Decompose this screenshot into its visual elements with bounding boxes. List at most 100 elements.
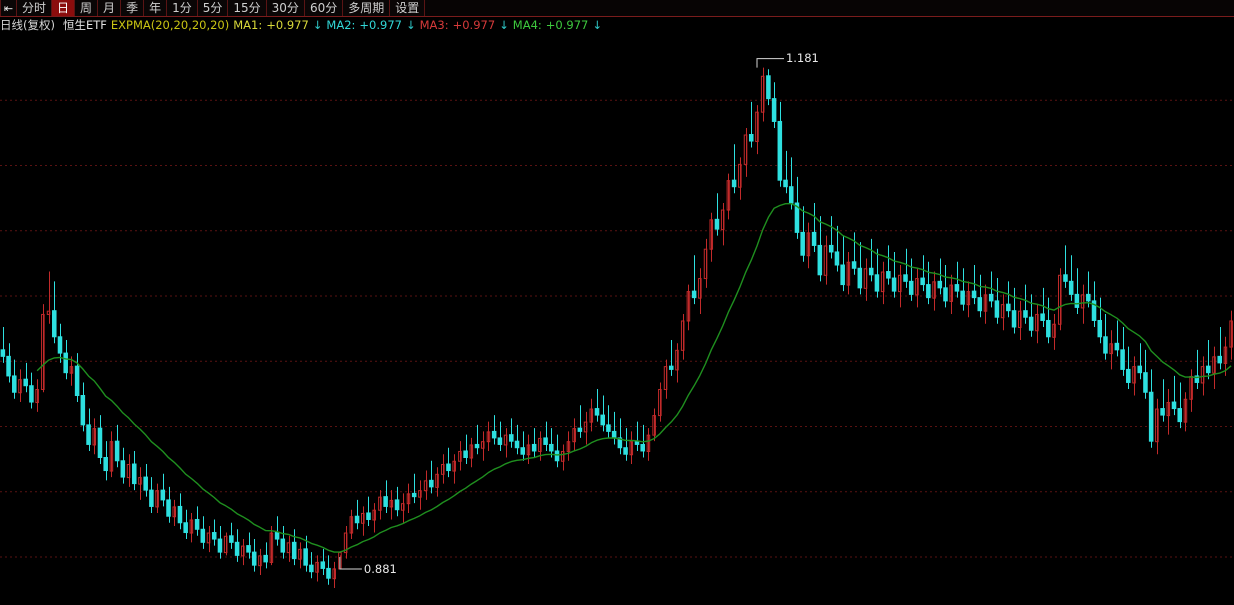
candle-body-up xyxy=(155,490,159,508)
candle-body-down xyxy=(23,378,28,387)
candle-body-up xyxy=(572,428,576,443)
candle-body-down xyxy=(1126,368,1131,383)
candle-body-down xyxy=(640,443,645,452)
candle-body-up xyxy=(1000,304,1005,319)
candle-body-down xyxy=(600,414,605,426)
candle-body-down xyxy=(834,251,840,266)
period-button-9[interactable]: 30分 xyxy=(266,0,305,16)
candle-body-up xyxy=(480,441,485,449)
candle-body-down xyxy=(977,297,983,312)
candle-body-up xyxy=(92,428,97,446)
candle-body-down xyxy=(463,450,468,458)
candle-body-down xyxy=(166,499,171,517)
candlestick-chart[interactable] xyxy=(0,18,1234,605)
candle-body-down xyxy=(891,277,897,292)
period-button-8[interactable]: 15分 xyxy=(228,0,267,16)
candle-body-down xyxy=(766,75,771,100)
candle-body-down xyxy=(354,515,360,524)
candle-body-down xyxy=(303,548,308,566)
period-button-6[interactable]: 1分 xyxy=(167,0,198,16)
candle-body-up xyxy=(418,490,422,498)
candle-body-down xyxy=(251,551,257,566)
candle-body-down xyxy=(857,267,863,289)
candle-body-down xyxy=(217,538,223,553)
candle-body-down xyxy=(491,430,497,439)
candle-body-up xyxy=(46,310,51,315)
candle-body-down xyxy=(194,518,200,530)
period-button-10[interactable]: 60分 xyxy=(304,0,344,16)
candle-body-up xyxy=(1017,310,1022,328)
candle-body-up xyxy=(629,441,634,456)
candle-body-down xyxy=(1206,365,1211,374)
candle-body-down xyxy=(1160,408,1165,416)
instrument-name: 恒生ETF xyxy=(62,17,107,32)
candle-body-down xyxy=(817,244,823,276)
candle-body-down xyxy=(788,186,794,204)
ma4-direction-icon: ↓ xyxy=(592,17,602,32)
candle-body-down xyxy=(926,284,931,299)
candle-body-down xyxy=(6,355,11,377)
candle-body-up xyxy=(703,248,708,280)
candle-body-down xyxy=(57,336,63,354)
candle-body-down xyxy=(1091,300,1097,321)
low-price-annotation: 0.881 xyxy=(363,562,397,576)
candle-body-up xyxy=(898,274,902,293)
candle-body-up xyxy=(41,313,45,390)
candle-body-down xyxy=(80,395,86,426)
candle-body-down xyxy=(886,271,891,279)
candle-body-up xyxy=(206,532,211,544)
candle-body-up xyxy=(372,509,376,521)
candle-body-down xyxy=(63,352,68,374)
candle-body-down xyxy=(1171,401,1177,410)
candle-body-down xyxy=(263,554,268,563)
candle-body-up xyxy=(698,278,702,299)
candle-body-up xyxy=(298,548,302,560)
candle-body-down xyxy=(97,427,103,458)
period-button-1[interactable]: 日 xyxy=(52,0,76,16)
candle-body-down xyxy=(520,447,526,455)
candle-body-down xyxy=(1137,365,1143,374)
chart-canvas[interactable] xyxy=(0,18,1234,605)
candle-body-up xyxy=(949,284,953,302)
candle-body-down xyxy=(320,561,326,569)
candle-body-up xyxy=(566,441,571,452)
candle-body-up xyxy=(18,379,22,394)
candle-body-up xyxy=(315,561,319,573)
candle-body-down xyxy=(326,567,331,579)
candle-body-down xyxy=(1023,310,1028,318)
candle-body-up xyxy=(589,408,594,423)
candle-body-down xyxy=(874,274,880,292)
back-arrow-icon[interactable]: ⇤ xyxy=(0,0,17,16)
candle-body-down xyxy=(211,532,217,540)
candle-body-down xyxy=(960,290,965,305)
candle-body-down xyxy=(1103,336,1108,354)
candle-body-down xyxy=(429,479,434,488)
candle-body-down xyxy=(714,218,720,230)
low-leader-line xyxy=(339,557,362,570)
candle-body-down xyxy=(1040,313,1045,321)
candle-body-up xyxy=(406,493,411,505)
candle-body-down xyxy=(394,499,400,511)
period-button-0[interactable]: 分时 xyxy=(17,0,53,16)
candle-body-up xyxy=(743,134,748,165)
period-button-11[interactable]: 多周期 xyxy=(343,0,391,16)
candle-body-down xyxy=(903,274,908,282)
candle-body-down xyxy=(1148,391,1154,442)
period-button-7[interactable]: 5分 xyxy=(197,0,229,16)
candle-body-up xyxy=(1155,408,1159,443)
candle-body-up xyxy=(1223,346,1228,364)
candle-body-down xyxy=(1046,319,1051,338)
period-button-12[interactable]: 设置 xyxy=(390,0,426,16)
candle-body-down xyxy=(1074,293,1080,308)
candle-body-down xyxy=(920,277,925,286)
period-button-5[interactable]: 年 xyxy=(144,0,168,16)
period-button-3[interactable]: 月 xyxy=(98,0,122,16)
candle-body-up xyxy=(738,163,742,188)
period-button-4[interactable]: 季 xyxy=(121,0,145,16)
candle-body-up xyxy=(1166,402,1171,417)
candle-body-down xyxy=(606,424,611,432)
period-button-2[interactable]: 周 xyxy=(75,0,99,16)
candle-body-up xyxy=(138,477,142,485)
ma4-value: +0.977 xyxy=(545,17,589,32)
